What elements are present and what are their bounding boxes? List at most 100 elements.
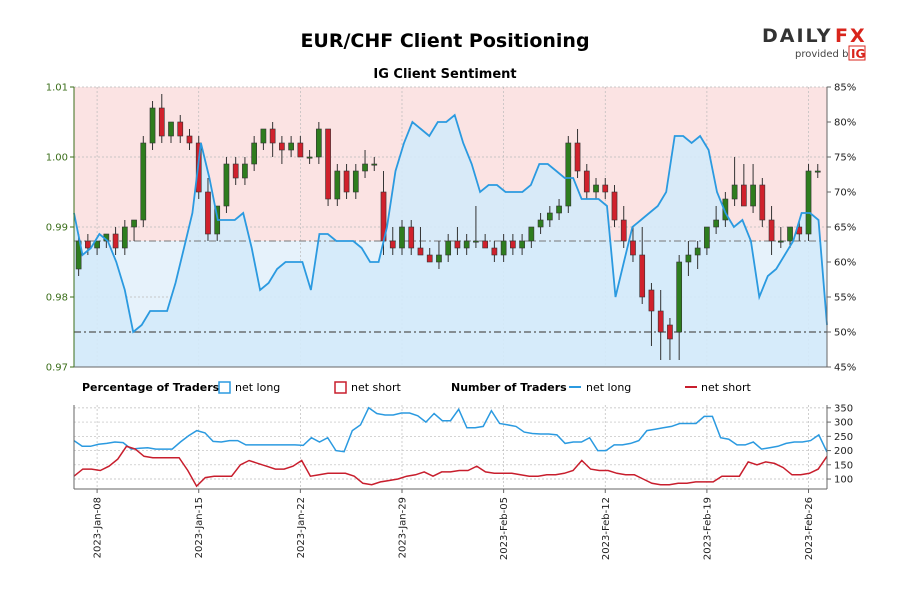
candle-body	[676, 261, 683, 333]
x-tick-label: 2023-Jan-22	[296, 497, 307, 558]
candle-body	[75, 240, 82, 270]
candle	[759, 178, 766, 227]
left-tick-label: 1.00	[46, 153, 68, 164]
candle	[436, 241, 442, 269]
candle-body	[519, 240, 525, 249]
x-tick-label: 2023-Jan-15	[194, 497, 205, 558]
bottom-right-ticks: 100 150 200 250 300 350	[827, 403, 853, 486]
candle	[232, 157, 239, 185]
candle-body	[667, 324, 673, 340]
legend-percentage-title: Percentage of Traders	[82, 381, 220, 394]
candle-body	[436, 254, 442, 263]
candle	[279, 136, 285, 164]
candle-body	[694, 247, 701, 256]
candle	[768, 206, 775, 255]
candle-body	[306, 156, 313, 159]
legend: Percentage of Traders net long net short…	[82, 381, 752, 394]
legend-pct-net-short: net short	[351, 381, 402, 394]
bottom-tick-label: 100	[834, 475, 853, 486]
candle	[121, 220, 128, 255]
candle	[94, 240, 100, 255]
candle-body	[121, 226, 128, 249]
candle-body	[186, 135, 193, 144]
candle	[777, 227, 784, 248]
candle	[500, 234, 507, 262]
candle-body	[417, 247, 424, 256]
right-tick-label: 55%	[834, 293, 856, 304]
candle-body	[205, 191, 211, 235]
candle	[362, 150, 368, 178]
x-tick-label: 2023-Feb-19	[702, 497, 713, 560]
legend-pct-net-long: net long	[235, 381, 280, 394]
x-tick-label: 2023-Jan-29	[397, 497, 408, 558]
candle-body	[168, 121, 174, 137]
candle	[519, 234, 525, 255]
candle-body	[750, 184, 756, 207]
candle	[510, 234, 516, 255]
candle	[667, 318, 673, 360]
legend-pct-net-long-swatch	[218, 381, 231, 394]
right-tick-label: 50%	[834, 328, 856, 339]
candle-body	[510, 240, 516, 249]
candle	[491, 241, 498, 262]
candle	[399, 220, 405, 255]
candle-body	[473, 240, 479, 243]
candle	[583, 164, 590, 199]
candle	[186, 129, 193, 150]
candle-body	[787, 226, 793, 242]
candle	[334, 164, 341, 206]
candle-body	[112, 233, 119, 249]
candle	[343, 164, 350, 199]
candle	[814, 164, 821, 178]
candle	[805, 164, 812, 241]
candle	[168, 121, 174, 143]
candle	[288, 136, 294, 157]
candle-body	[94, 240, 100, 249]
trader-count-panel: 100 150 200 250 300 350	[73, 403, 853, 490]
candle	[112, 227, 119, 255]
candle-body	[768, 219, 775, 242]
candle	[75, 234, 82, 276]
candle	[352, 164, 359, 199]
bottom-tick-label: 300	[834, 418, 853, 429]
candle-body	[343, 170, 350, 193]
right-tick-label: 85%	[834, 83, 856, 94]
candle	[648, 283, 655, 346]
x-tick-label: 2023-Jan-08	[93, 497, 104, 558]
candle-body	[639, 254, 646, 298]
candle-body	[648, 289, 655, 312]
candle	[315, 122, 322, 164]
legend-number-title: Number of Traders	[451, 381, 567, 394]
right-tick-label: 80%	[834, 118, 856, 129]
candle-body	[315, 128, 322, 158]
candle	[306, 150, 313, 164]
candle-body	[352, 170, 359, 193]
candle	[408, 220, 415, 255]
candle-body	[288, 142, 294, 151]
candle	[657, 290, 664, 360]
chart-subtitle: IG Client Sentiment	[373, 67, 516, 82]
candle	[722, 192, 729, 227]
candle	[417, 227, 424, 256]
candle	[158, 94, 165, 143]
right-tick-label: 75%	[834, 153, 856, 164]
candle	[704, 226, 710, 255]
candle	[630, 227, 636, 262]
candle	[371, 157, 378, 171]
candle-body	[251, 142, 258, 165]
candle-body	[556, 205, 562, 214]
candle-body	[805, 170, 812, 235]
candle-body	[741, 184, 747, 207]
candle	[750, 164, 756, 213]
right-tick-label: 65%	[834, 223, 856, 234]
candle-body	[713, 219, 719, 228]
ig-logo-box	[848, 45, 866, 61]
net-short-count-line	[73, 445, 828, 488]
candle	[205, 178, 211, 241]
candle	[454, 227, 461, 255]
candle-body	[362, 163, 368, 172]
candle	[177, 115, 184, 143]
candle	[473, 206, 479, 248]
legend-pct-net-short-swatch	[334, 381, 347, 394]
